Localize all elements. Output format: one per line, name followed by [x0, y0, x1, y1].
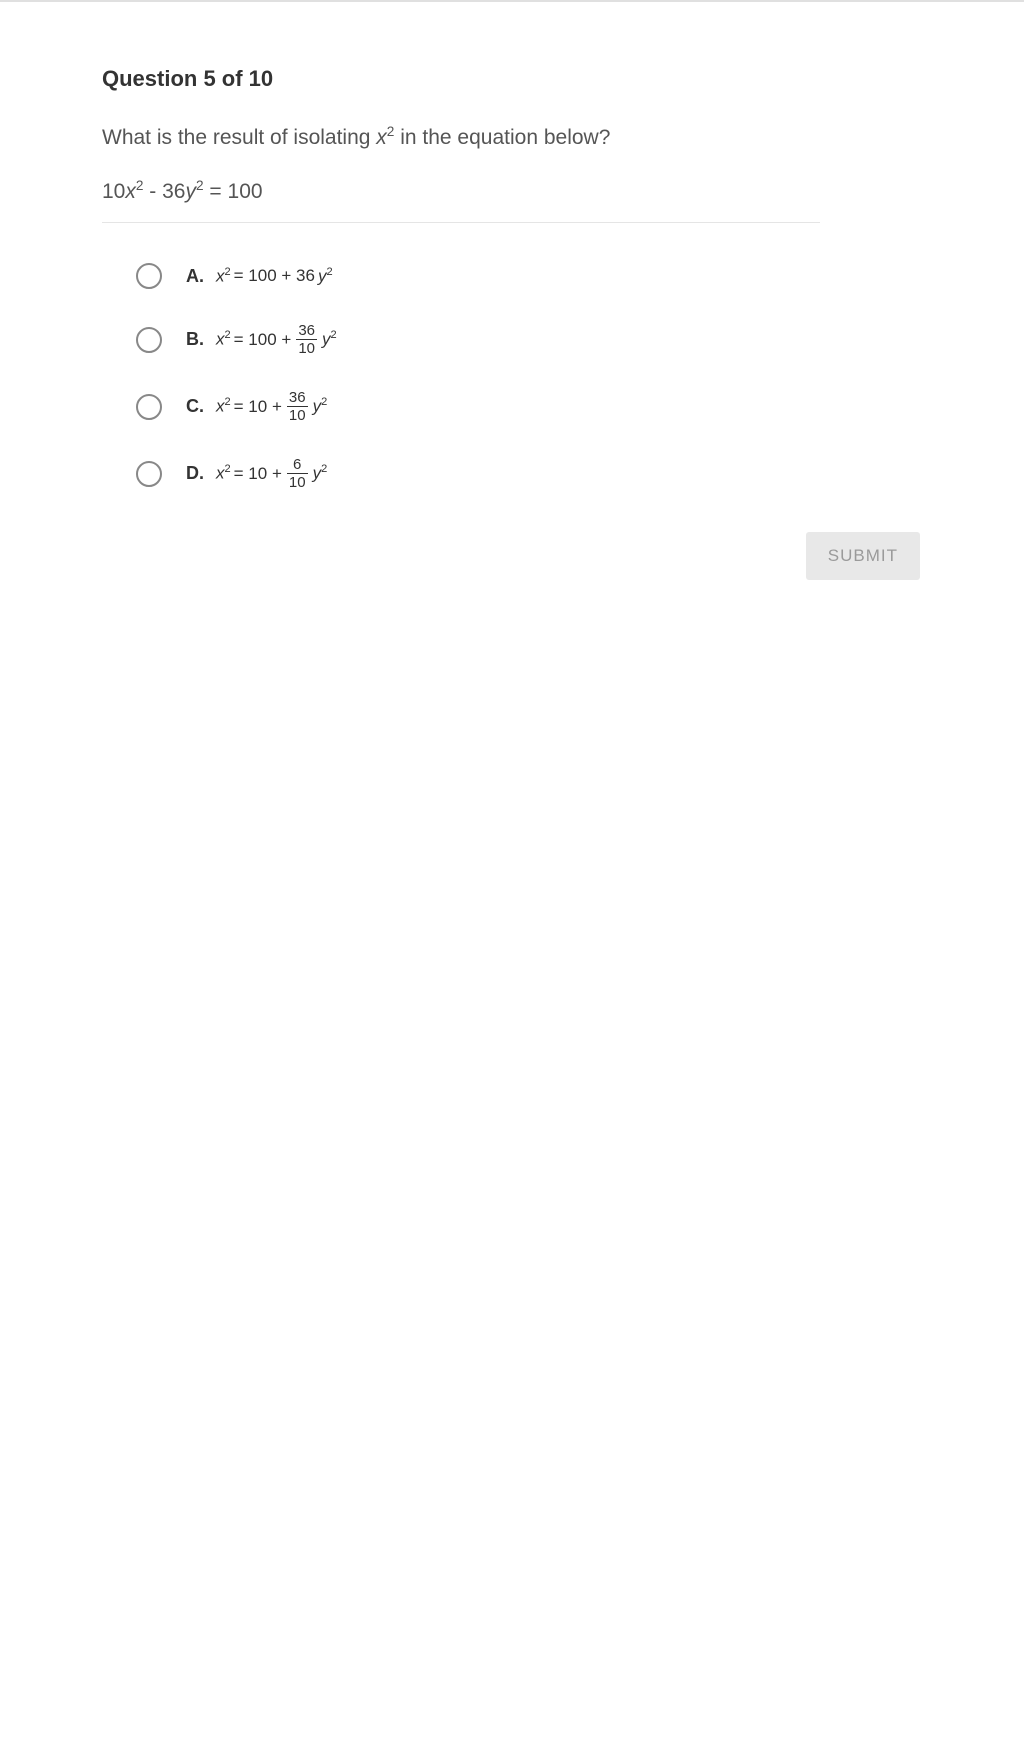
b-lhs-exp: 2	[225, 329, 231, 341]
c-frac-num: 36	[287, 390, 308, 406]
eq-var2-base: y	[185, 180, 196, 203]
a-lhs-exp: 2	[225, 266, 231, 278]
option-d-letter: D.	[186, 463, 204, 484]
radio-a[interactable]	[136, 263, 162, 289]
radio-d[interactable]	[136, 461, 162, 487]
question-number-header: Question 5 of 10	[102, 66, 820, 92]
prompt-text-after: in the equation below?	[394, 126, 610, 149]
b-rhs-var: y	[322, 330, 331, 349]
eq-coef1: 10	[102, 180, 125, 203]
c-lhs-var: x	[216, 397, 225, 416]
d-eq: = 10 +	[234, 464, 282, 484]
d-frac-num: 6	[291, 457, 303, 473]
a-eq: = 100 + 36	[234, 266, 315, 286]
option-c[interactable]: C. x2 = 10 + 3610y2	[136, 390, 820, 423]
option-b-math: x2 = 100 + 3610y2	[216, 323, 337, 356]
b-frac-den: 10	[296, 339, 317, 356]
question-divider	[102, 222, 820, 223]
question-panel: Question 5 of 10 What is the result of i…	[0, 8, 820, 490]
submit-button[interactable]: SUBMIT	[806, 532, 920, 580]
top-divider	[0, 0, 1024, 2]
prompt-var-base: x	[376, 126, 387, 149]
eq-var2: y2	[185, 180, 203, 203]
c-frac-den: 10	[287, 406, 308, 423]
d-frac-den: 10	[287, 473, 308, 490]
option-a[interactable]: A. x2 = 100 + 36y2	[136, 263, 820, 289]
eq-rhs: = 100	[204, 180, 263, 203]
option-d-math: x2 = 10 + 610y2	[216, 457, 327, 490]
answer-options: A. x2 = 100 + 36y2 B. x2 = 100 + 3610y2 …	[102, 263, 820, 490]
d-lhs-var: x	[216, 464, 225, 483]
option-b[interactable]: B. x2 = 100 + 3610y2	[136, 323, 820, 356]
b-fraction: 3610	[296, 323, 317, 356]
eq-mid: - 36	[143, 180, 185, 203]
b-eq: = 100 +	[234, 330, 292, 350]
eq-var2-exp: 2	[196, 178, 204, 193]
b-lhs-var: x	[216, 330, 225, 349]
d-rhs-var: y	[313, 464, 322, 483]
c-rhs-var: y	[313, 397, 322, 416]
c-eq: = 10 +	[234, 397, 282, 417]
a-lhs-var: x	[216, 266, 225, 285]
prompt-text-before: What is the result of isolating	[102, 126, 376, 149]
eq-var1: x2	[125, 180, 143, 203]
d-rhs-exp: 2	[321, 463, 327, 475]
prompt-variable: x2	[376, 126, 394, 149]
option-a-math: x2 = 100 + 36y2	[216, 266, 333, 287]
option-a-letter: A.	[186, 266, 204, 287]
c-lhs-exp: 2	[225, 396, 231, 408]
eq-var1-base: x	[125, 180, 136, 203]
c-fraction: 3610	[287, 390, 308, 423]
a-rhs-exp: 2	[326, 266, 332, 278]
submit-row: SUBMIT	[0, 532, 920, 580]
option-c-letter: C.	[186, 396, 204, 417]
option-c-math: x2 = 10 + 3610y2	[216, 390, 327, 423]
option-b-letter: B.	[186, 329, 204, 350]
d-lhs-exp: 2	[225, 463, 231, 475]
question-prompt: What is the result of isolating x2 in th…	[102, 124, 820, 150]
d-fraction: 610	[287, 457, 308, 490]
b-frac-num: 36	[296, 323, 317, 339]
option-d[interactable]: D. x2 = 10 + 610y2	[136, 457, 820, 490]
radio-b[interactable]	[136, 327, 162, 353]
c-rhs-exp: 2	[321, 396, 327, 408]
question-equation: 10x2 - 36y2 = 100	[102, 178, 820, 204]
b-rhs-exp: 2	[331, 329, 337, 341]
radio-c[interactable]	[136, 394, 162, 420]
